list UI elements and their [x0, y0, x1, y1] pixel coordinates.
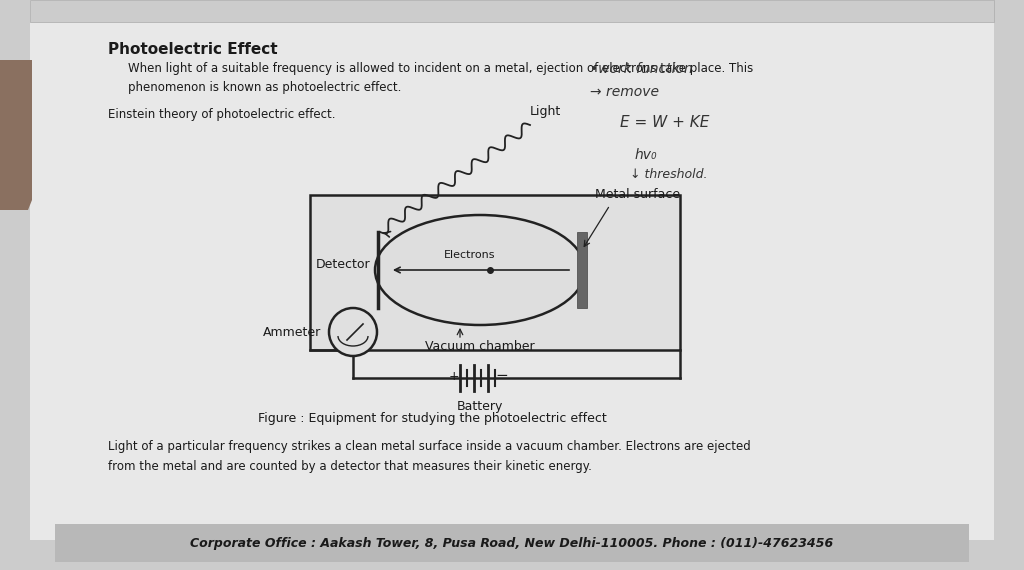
- Bar: [577, 232, 587, 308]
- Text: Photoelectric Effect: Photoelectric Effect: [108, 42, 278, 57]
- Text: Electrons: Electrons: [444, 250, 496, 260]
- Text: Ammeter: Ammeter: [263, 325, 321, 339]
- Text: +: +: [449, 369, 460, 382]
- Bar: [30, 0, 994, 22]
- Text: Corporate Office : Aakash Tower, 8, Pusa Road, New Delhi-110005. Phone : (011)-4: Corporate Office : Aakash Tower, 8, Pusa…: [190, 536, 834, 549]
- Text: → remove: → remove: [590, 85, 659, 99]
- Text: Battery: Battery: [457, 400, 503, 413]
- Text: Einstein theory of photoelectric effect.: Einstein theory of photoelectric effect.: [108, 108, 336, 121]
- Text: Figure : Equipment for studying the photoelectric effect: Figure : Equipment for studying the phot…: [258, 412, 606, 425]
- Bar: [55, 524, 969, 562]
- Text: When light of a suitable frequency is allowed to incident on a metal, ejection o: When light of a suitable frequency is al…: [128, 62, 754, 94]
- Text: −: −: [496, 368, 508, 384]
- Text: hv₀: hv₀: [635, 148, 657, 162]
- Text: ↓ threshold.: ↓ threshold.: [630, 168, 708, 181]
- Ellipse shape: [375, 215, 585, 325]
- Circle shape: [329, 308, 377, 356]
- Bar: [310, 195, 680, 350]
- Text: •work function: •work function: [590, 62, 693, 76]
- Text: Vacuum chamber: Vacuum chamber: [425, 340, 535, 353]
- Text: E = W + KE: E = W + KE: [620, 115, 710, 130]
- Text: Light of a particular frequency strikes a clean metal surface inside a vacuum ch: Light of a particular frequency strikes …: [108, 440, 751, 473]
- Text: Detector: Detector: [315, 259, 370, 271]
- Polygon shape: [0, 60, 32, 210]
- Text: Light: Light: [529, 105, 560, 118]
- Text: Metal surface: Metal surface: [595, 189, 680, 202]
